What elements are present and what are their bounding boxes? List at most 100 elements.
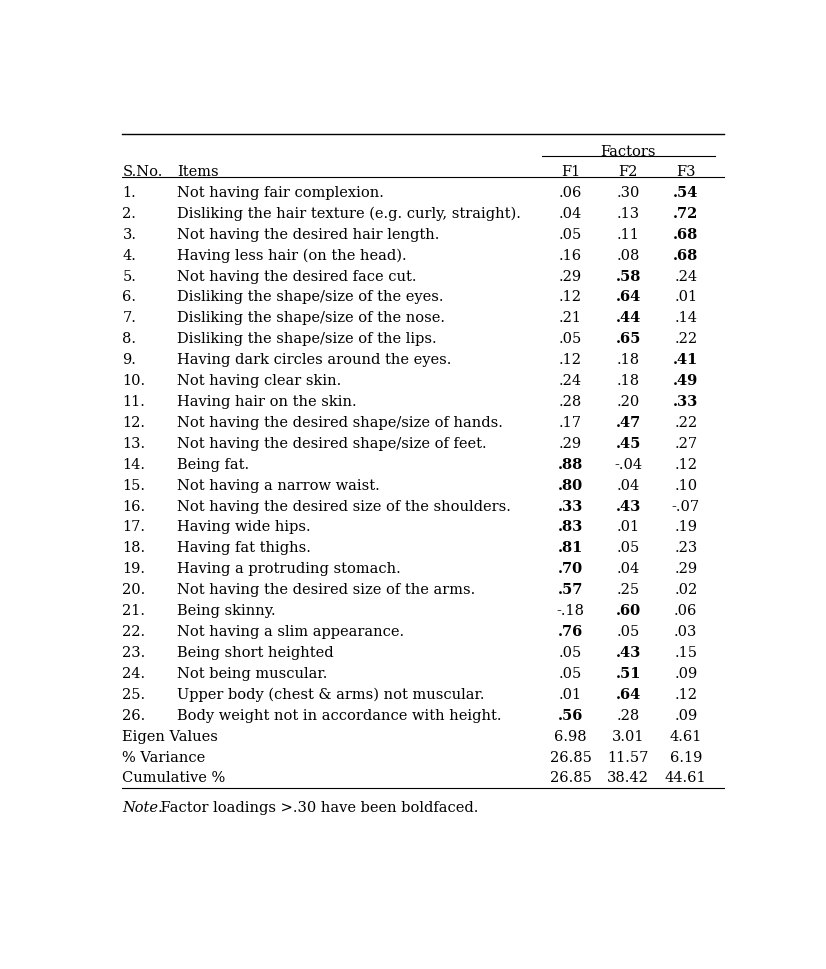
Text: .43: .43 <box>615 499 641 513</box>
Text: .29: .29 <box>559 436 582 451</box>
Text: .09: .09 <box>674 708 697 722</box>
Text: F3: F3 <box>676 165 695 178</box>
Text: 13.: 13. <box>122 436 145 451</box>
Text: .56: .56 <box>558 708 583 722</box>
Text: Having dark circles around the eyes.: Having dark circles around the eyes. <box>177 353 451 367</box>
Text: 1.: 1. <box>122 186 136 200</box>
Text: 12.: 12. <box>122 416 145 429</box>
Text: Factors: Factors <box>601 144 656 159</box>
Text: .14: .14 <box>674 311 697 325</box>
Text: 9.: 9. <box>122 353 136 367</box>
Text: .20: .20 <box>616 394 640 409</box>
Text: 8.: 8. <box>122 332 136 346</box>
Text: Disliking the hair texture (e.g. curly, straight).: Disliking the hair texture (e.g. curly, … <box>177 206 520 221</box>
Text: Note.: Note. <box>122 799 163 814</box>
Text: 6.19: 6.19 <box>670 750 702 764</box>
Text: .47: .47 <box>615 416 641 429</box>
Text: Being fat.: Being fat. <box>177 457 249 471</box>
Text: Not having a slim appearance.: Not having a slim appearance. <box>177 624 404 639</box>
Text: .05: .05 <box>559 228 582 241</box>
Text: .60: .60 <box>615 604 641 617</box>
Text: Having less hair (on the head).: Having less hair (on the head). <box>177 248 406 263</box>
Text: 21.: 21. <box>122 604 145 617</box>
Text: 10.: 10. <box>122 374 145 388</box>
Text: .05: .05 <box>559 332 582 346</box>
Text: Disliking the shape/size of the lips.: Disliking the shape/size of the lips. <box>177 332 436 346</box>
Text: Not having the desired hair length.: Not having the desired hair length. <box>177 228 439 241</box>
Text: .80: .80 <box>558 478 583 492</box>
Text: .22: .22 <box>674 416 697 429</box>
Text: 5.: 5. <box>122 269 136 283</box>
Text: .27: .27 <box>674 436 697 451</box>
Text: .51: .51 <box>615 666 641 680</box>
Text: .05: .05 <box>559 666 582 680</box>
Text: .64: .64 <box>615 290 641 304</box>
Text: .08: .08 <box>616 248 640 263</box>
Text: .13: .13 <box>617 206 639 221</box>
Text: -.07: -.07 <box>672 499 700 513</box>
Text: F2: F2 <box>619 165 638 178</box>
Text: .24: .24 <box>559 374 582 388</box>
Text: .17: .17 <box>559 416 582 429</box>
Text: .12: .12 <box>559 353 582 367</box>
Text: Body weight not in accordance with height.: Body weight not in accordance with heigh… <box>177 708 501 722</box>
Text: Not having the desired face cut.: Not having the desired face cut. <box>177 269 416 283</box>
Text: .54: .54 <box>673 186 699 200</box>
Text: 17.: 17. <box>122 520 145 534</box>
Text: .18: .18 <box>617 374 639 388</box>
Text: .68: .68 <box>673 228 699 241</box>
Text: F1: F1 <box>561 165 580 178</box>
Text: 6.98: 6.98 <box>554 729 586 743</box>
Text: .64: .64 <box>615 687 641 701</box>
Text: Having wide hips.: Having wide hips. <box>177 520 311 534</box>
Text: Not being muscular.: Not being muscular. <box>177 666 327 680</box>
Text: 11.57: 11.57 <box>607 750 649 764</box>
Text: .33: .33 <box>673 394 699 409</box>
Text: 4.61: 4.61 <box>670 729 702 743</box>
Text: .70: .70 <box>558 562 583 576</box>
Text: Not having the desired shape/size of feet.: Not having the desired shape/size of fee… <box>177 436 487 451</box>
Text: .12: .12 <box>674 457 697 471</box>
Text: .30: .30 <box>616 186 640 200</box>
Text: 3.01: 3.01 <box>612 729 644 743</box>
Text: Having a protruding stomach.: Having a protruding stomach. <box>177 562 401 576</box>
Text: 16.: 16. <box>122 499 145 513</box>
Text: Items: Items <box>177 165 219 178</box>
Text: 7.: 7. <box>122 311 136 325</box>
Text: -.04: -.04 <box>614 457 643 471</box>
Text: 4.: 4. <box>122 248 136 263</box>
Text: .68: .68 <box>673 248 699 263</box>
Text: .49: .49 <box>673 374 699 388</box>
Text: .19: .19 <box>674 520 697 534</box>
Text: .83: .83 <box>558 520 583 534</box>
Text: 3.: 3. <box>122 228 136 241</box>
Text: 20.: 20. <box>122 582 145 597</box>
Text: Not having fair complexion.: Not having fair complexion. <box>177 186 384 200</box>
Text: .01: .01 <box>674 290 697 304</box>
Text: .29: .29 <box>559 269 582 283</box>
Text: .65: .65 <box>615 332 641 346</box>
Text: 15.: 15. <box>122 478 145 492</box>
Text: .04: .04 <box>559 206 582 221</box>
Text: .11: .11 <box>617 228 639 241</box>
Text: Not having the desired size of the shoulders.: Not having the desired size of the shoul… <box>177 499 510 513</box>
Text: 25.: 25. <box>122 687 145 701</box>
Text: S.No.: S.No. <box>122 165 163 178</box>
Text: .43: .43 <box>615 645 641 659</box>
Text: Having fat thighs.: Having fat thighs. <box>177 541 311 555</box>
Text: Cumulative %: Cumulative % <box>122 770 225 785</box>
Text: 14.: 14. <box>122 457 145 471</box>
Text: 26.: 26. <box>122 708 145 722</box>
Text: Eigen Values: Eigen Values <box>122 729 218 743</box>
Text: .10: .10 <box>674 478 697 492</box>
Text: Being short heighted: Being short heighted <box>177 645 334 659</box>
Text: .01: .01 <box>559 687 582 701</box>
Text: .58: .58 <box>615 269 641 283</box>
Text: .41: .41 <box>673 353 699 367</box>
Text: .22: .22 <box>674 332 697 346</box>
Text: -.18: -.18 <box>557 604 585 617</box>
Text: .28: .28 <box>559 394 582 409</box>
Text: Not having the desired size of the arms.: Not having the desired size of the arms. <box>177 582 475 597</box>
Text: .12: .12 <box>674 687 697 701</box>
Text: Not having a narrow waist.: Not having a narrow waist. <box>177 478 380 492</box>
